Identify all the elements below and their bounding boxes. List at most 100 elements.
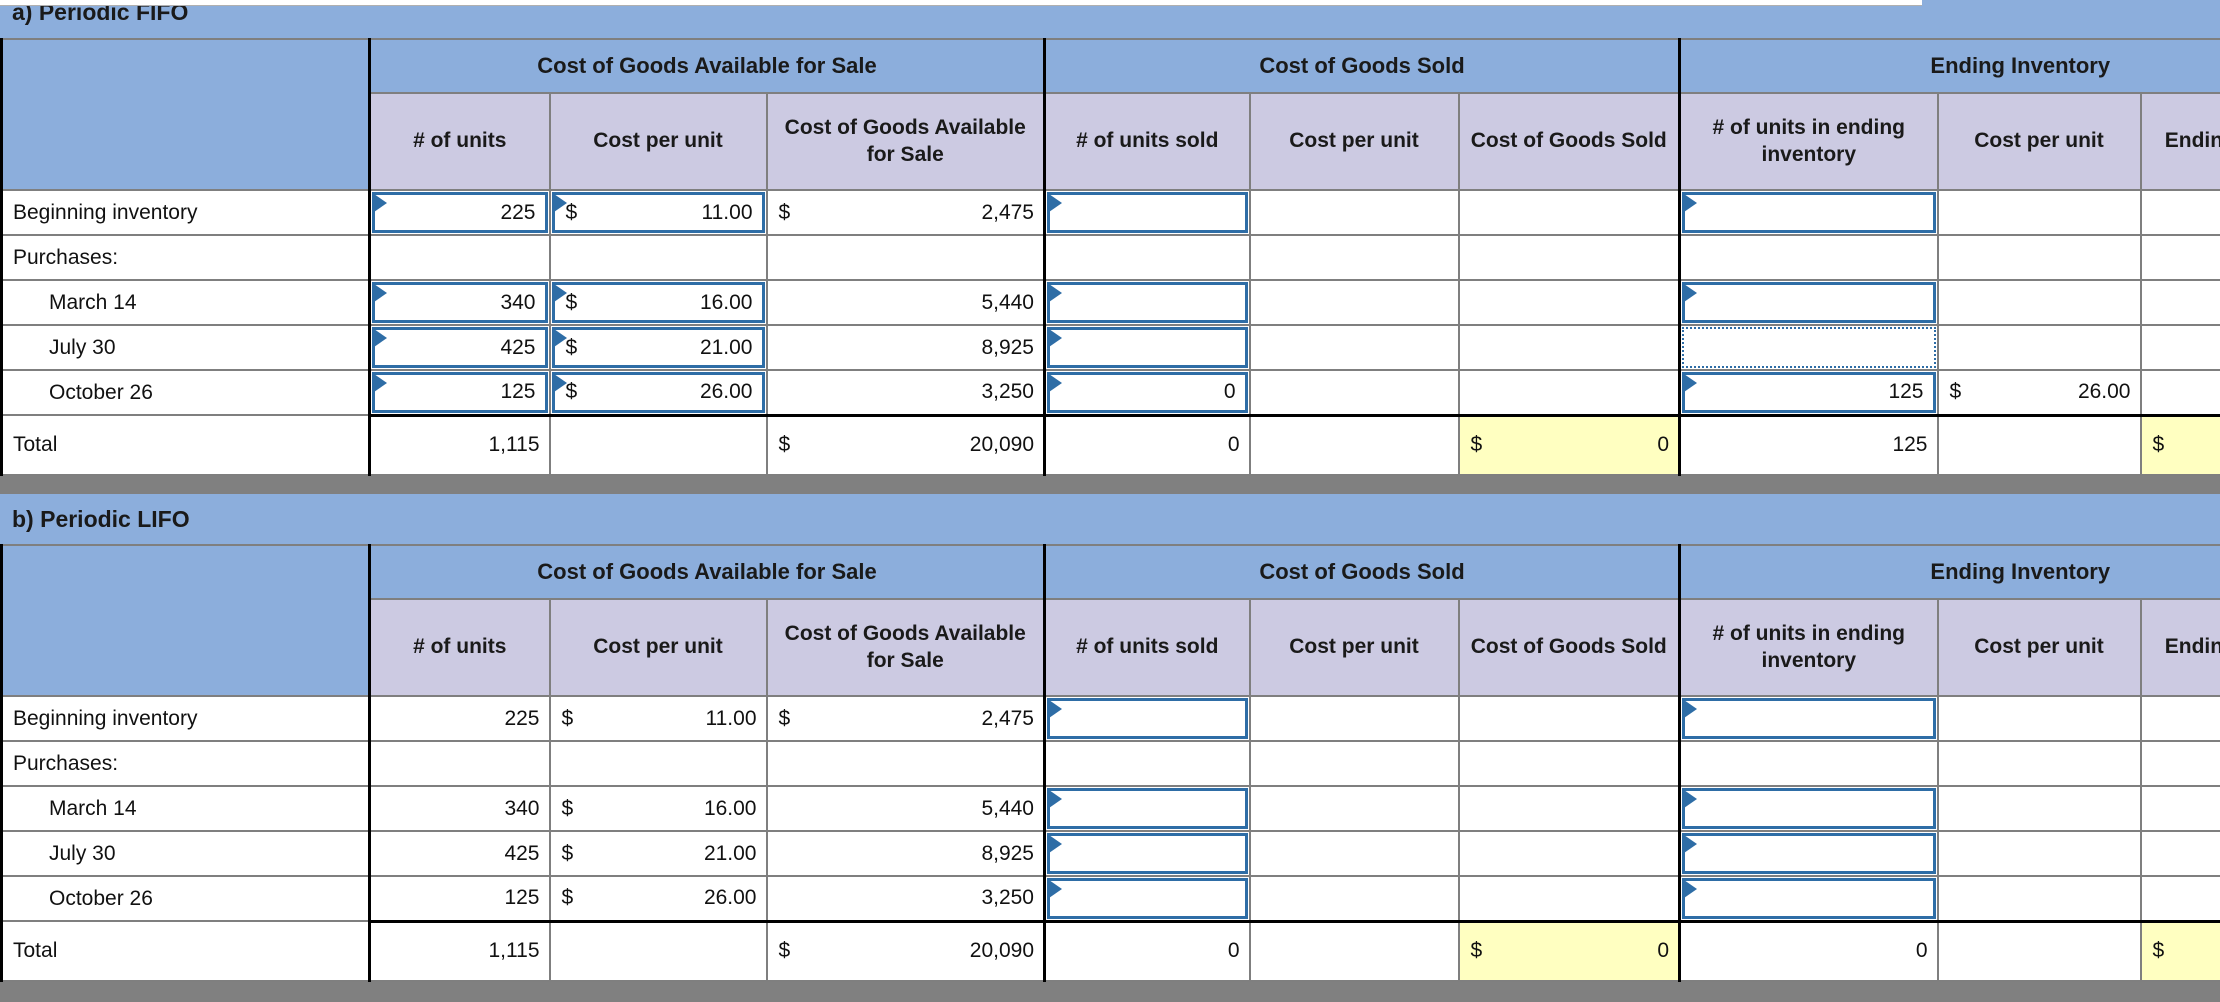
column-header: Cost of Goods Sold — [1457, 598, 1681, 697]
table-cell: $16.00 — [548, 785, 768, 832]
input-cell — [1678, 695, 1939, 742]
input-box[interactable]: 125 — [1682, 372, 1936, 413]
input-box[interactable]: 0 — [1047, 372, 1248, 413]
input-cell — [1043, 189, 1251, 236]
cell-content: 340 — [373, 797, 548, 821]
cell-content: 225 — [375, 195, 545, 230]
input-box[interactable]: $21.00 — [551, 327, 765, 368]
currency-symbol: $ — [561, 886, 574, 910]
input-box[interactable] — [1682, 788, 1936, 829]
table-cell — [1248, 740, 1460, 787]
input-box[interactable]: $26.00 — [551, 372, 765, 413]
group-header: Cost of Goods Available for Sale — [368, 38, 1046, 94]
cell-value: 16.00 — [703, 796, 757, 820]
cell-value: 2,475 — [981, 200, 1034, 224]
input-box[interactable]: 340 — [372, 282, 548, 323]
currency-symbol: $ — [565, 380, 578, 404]
cell-content: 0 — [1048, 433, 1248, 457]
cell-value: 20,090 — [969, 939, 1034, 963]
table-cell — [1248, 324, 1460, 371]
cell-content: 125 — [1685, 375, 1933, 410]
table-cell: $21.00 — [548, 830, 768, 877]
column-header: Ending Inventory — [2139, 92, 2220, 191]
input-box[interactable] — [1047, 788, 1248, 829]
input-box[interactable]: 225 — [372, 192, 548, 233]
cell-value: 225 — [504, 706, 540, 730]
input-box[interactable]: 125 — [372, 372, 548, 413]
input-box[interactable] — [1047, 192, 1248, 233]
cell-value: 0 — [1227, 939, 1240, 963]
input-cell — [1043, 324, 1251, 371]
input-box[interactable] — [1682, 878, 1936, 919]
currency-symbol: $ — [1470, 939, 1483, 963]
input-box[interactable] — [1047, 282, 1248, 323]
column-header: Cost of Goods Available for Sale — [765, 92, 1046, 191]
cell-content: $ — [2143, 939, 2220, 963]
inventory-table: Cost of Goods Available for Sale Cost of … — [0, 544, 2220, 982]
input-box[interactable] — [1682, 698, 1936, 739]
input-cell — [1043, 279, 1251, 326]
cell-value: 16.00 — [699, 290, 753, 314]
table-cell: $26.00 — [1936, 369, 2142, 416]
input-cell: 225 — [368, 189, 551, 236]
cell-content: $2,475 — [769, 200, 1043, 225]
cell-content: $21.00 — [555, 330, 762, 365]
group-header: Ending Inventory — [1677, 544, 2220, 600]
group-header: Ending Inventory — [1677, 38, 2220, 94]
input-box[interactable]: $11.00 — [551, 192, 765, 233]
cell-content: $11.00 — [552, 707, 765, 731]
cell-value: 5,440 — [981, 290, 1034, 314]
row-label: October 26 — [0, 369, 371, 416]
input-box[interactable] — [1047, 698, 1248, 739]
table-cell: $26.00 — [548, 875, 768, 922]
table-cell — [1248, 830, 1460, 877]
cell-value: 125 — [1892, 433, 1928, 457]
column-header: Ending Inventory — [2139, 598, 2220, 697]
group-header: Cost of Goods Sold — [1043, 544, 1681, 600]
input-cell — [1043, 875, 1251, 922]
table-cell — [2139, 279, 2220, 326]
table-cell — [548, 234, 768, 281]
cell-value: 0 — [1227, 433, 1240, 457]
input-box[interactable] — [1047, 833, 1248, 874]
cell-content: 125 — [375, 375, 545, 410]
column-header: Cost of Goods Available for Sale — [765, 598, 1046, 697]
input-box[interactable] — [1682, 327, 1936, 368]
currency-symbol: $ — [2152, 433, 2165, 457]
input-box[interactable] — [1682, 282, 1936, 323]
row-label: March 14 — [0, 785, 371, 832]
currency-symbol: $ — [565, 200, 578, 224]
input-box[interactable] — [1682, 192, 1936, 233]
table-cell: 0 — [1043, 919, 1251, 982]
cell-value: 26.00 — [703, 886, 757, 910]
input-cell: $26.00 — [548, 369, 768, 416]
cell-content: 425 — [373, 841, 548, 866]
inventory-table: Cost of Goods Available for Sale Cost of … — [0, 38, 2220, 476]
cell-value: 0 — [1657, 939, 1669, 963]
input-box[interactable]: 425 — [372, 327, 548, 368]
input-box[interactable]: $16.00 — [551, 282, 765, 323]
table-cell: 8,925 — [765, 830, 1046, 877]
row-label: Total — [0, 920, 371, 982]
cell-value: 425 — [504, 841, 540, 865]
row-label: Total — [0, 414, 371, 476]
table-cell: $2,475 — [765, 189, 1046, 236]
column-header: # of units — [368, 598, 551, 697]
cell-value: 125 — [504, 886, 540, 910]
table-cell — [548, 740, 768, 787]
table-cell: $11.00 — [548, 695, 768, 742]
table-row: July 30 425 $21.00 8,925 — [0, 830, 2220, 877]
table-cell — [1248, 279, 1460, 326]
currency-symbol: $ — [561, 841, 574, 865]
table-cell — [2139, 875, 2220, 922]
input-box[interactable] — [1682, 833, 1936, 874]
table-cell — [1457, 369, 1681, 416]
input-box[interactable] — [1047, 327, 1248, 368]
cell-content: 340 — [375, 285, 545, 320]
table-cell — [1043, 740, 1251, 787]
table-cell: 125 — [368, 875, 551, 922]
column-header: # of units in ending inventory — [1678, 598, 1939, 697]
currency-symbol: $ — [565, 335, 578, 359]
row-label: Beginning inventory — [0, 189, 371, 236]
input-box[interactable] — [1047, 878, 1248, 919]
